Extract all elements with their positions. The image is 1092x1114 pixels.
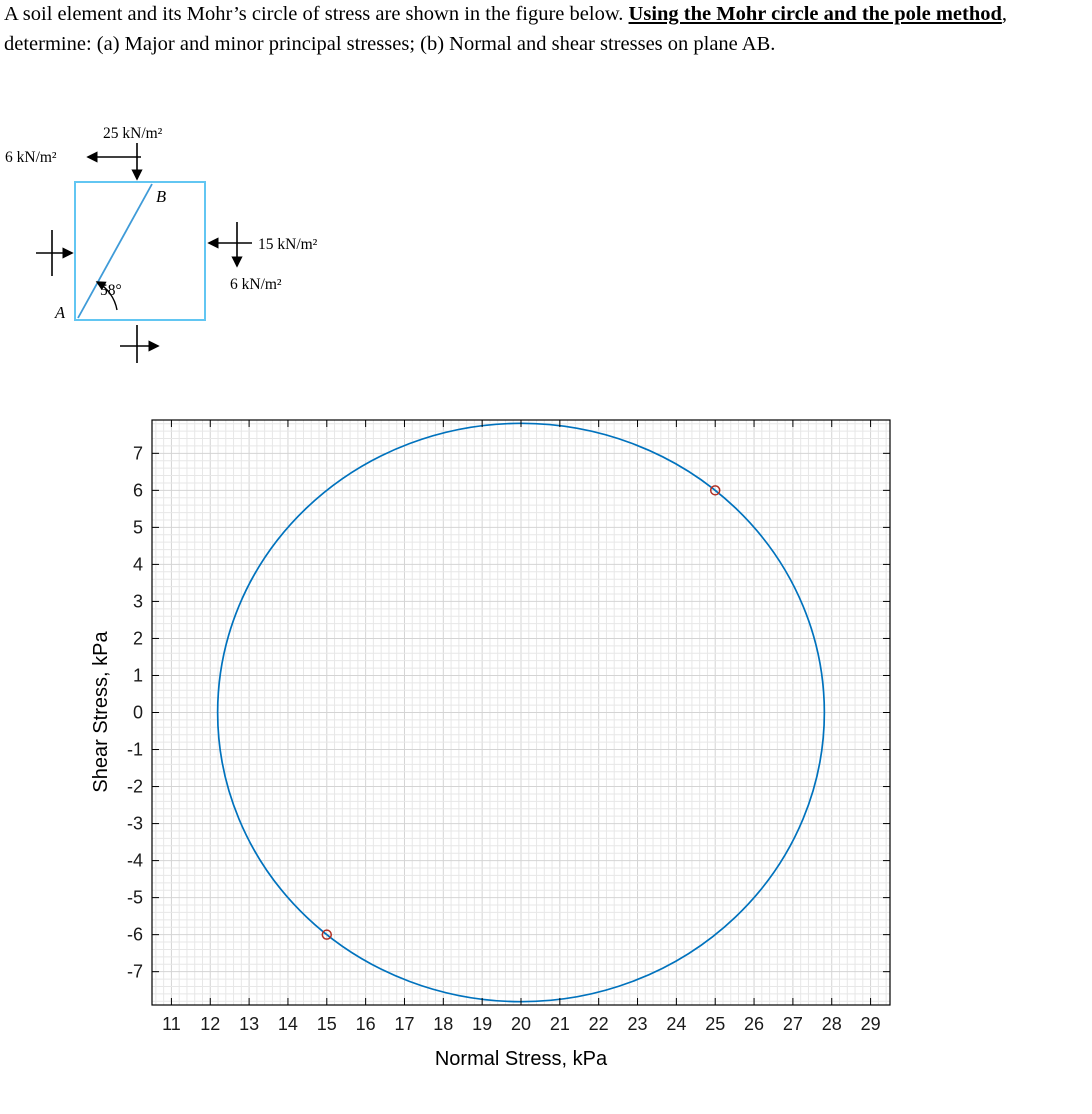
- x-tick-label: 17: [394, 1014, 414, 1034]
- problem-text-after: , determine: (a) Major and minor princip…: [4, 3, 1008, 55]
- x-tick-label: 29: [861, 1014, 881, 1034]
- x-tick-label: 27: [783, 1014, 803, 1034]
- y-tick-label: 1: [133, 665, 143, 685]
- y-tick-label: 3: [133, 591, 143, 611]
- x-tick-label: 22: [589, 1014, 609, 1034]
- x-tick-label: 24: [666, 1014, 686, 1034]
- angle-label: 58°: [100, 282, 122, 299]
- right-normal-stress-label: 15 kN/m²: [258, 236, 318, 253]
- y-tick-label: -3: [127, 814, 143, 834]
- x-tick-label: 25: [705, 1014, 725, 1034]
- x-tick-label: 23: [628, 1014, 648, 1034]
- mohr-circle-chart: 11 12 13 14 15 16 17 18 19 20 21 22 23 24 25 26 27 28 29-7…: [90, 419, 891, 1070]
- x-tick-label: 12: [200, 1014, 220, 1034]
- y-tick-label: 6: [133, 480, 143, 500]
- y-tick-label: -6: [127, 925, 143, 945]
- x-tick-label: 20: [511, 1014, 531, 1034]
- x-tick-label: 11: [162, 1014, 181, 1034]
- y-tick-label: -1: [127, 740, 143, 760]
- problem-text-emphasis: Using the Mohr circle and the pole metho…: [628, 3, 1002, 25]
- y-tick-label: -5: [127, 888, 143, 908]
- x-tick-label: 14: [278, 1014, 298, 1034]
- problem-text-before: A soil element and its Mohr’s circle of …: [4, 3, 629, 25]
- y-tick-label: 2: [133, 628, 143, 648]
- y-tick-label: -2: [127, 777, 143, 797]
- y-axis-label: Shear Stress, kPa: [90, 631, 112, 793]
- axis-ticks: [152, 420, 890, 1005]
- y-tick-label: -4: [127, 851, 143, 871]
- grid-lines: [152, 420, 890, 1005]
- angle-arc-arrow: [95, 281, 118, 311]
- axis-tick-labels: 11 12 13 14 15 16 17 18 19 20 21 22 23 24 25 26 27 28 29-7…: [127, 443, 881, 1034]
- top-normal-stress-label: 25 kN/m²: [103, 125, 163, 142]
- y-tick-label: 0: [133, 703, 143, 723]
- y-tick-label: -7: [127, 962, 143, 982]
- x-tick-label: 13: [239, 1014, 259, 1034]
- y-tick-label: 4: [133, 554, 143, 574]
- soil-element-diagram: 25 kN/m² 6 kN/m² 15 kN/m² 6 kN/m² 58° A …: [5, 125, 318, 363]
- x-tick-label: 18: [433, 1014, 453, 1034]
- plane-ab-line: [77, 183, 153, 319]
- right-shear-stress-label: 6 kN/m²: [230, 276, 282, 293]
- x-tick-label: 19: [472, 1014, 492, 1034]
- x-tick-label: 21: [550, 1014, 570, 1034]
- x-tick-label: 28: [822, 1014, 842, 1034]
- problem-statement: A soil element and its Mohr’s circle of …: [4, 0, 1068, 59]
- x-tick-label: 26: [744, 1014, 764, 1034]
- y-tick-label: 5: [133, 517, 143, 537]
- top-shear-stress-label: 6 kN/m²: [5, 149, 57, 166]
- point-b-label: B: [156, 187, 166, 206]
- point-a-label: A: [54, 303, 66, 322]
- x-tick-label: 15: [317, 1014, 337, 1034]
- stress-point-marker: [709, 485, 721, 496]
- x-tick-label: 16: [356, 1014, 376, 1034]
- stress-point-marker: [321, 929, 333, 940]
- soil-element-square: [74, 181, 206, 321]
- x-axis-label: Normal Stress, kPa: [435, 1048, 608, 1070]
- y-tick-label: 7: [133, 443, 143, 463]
